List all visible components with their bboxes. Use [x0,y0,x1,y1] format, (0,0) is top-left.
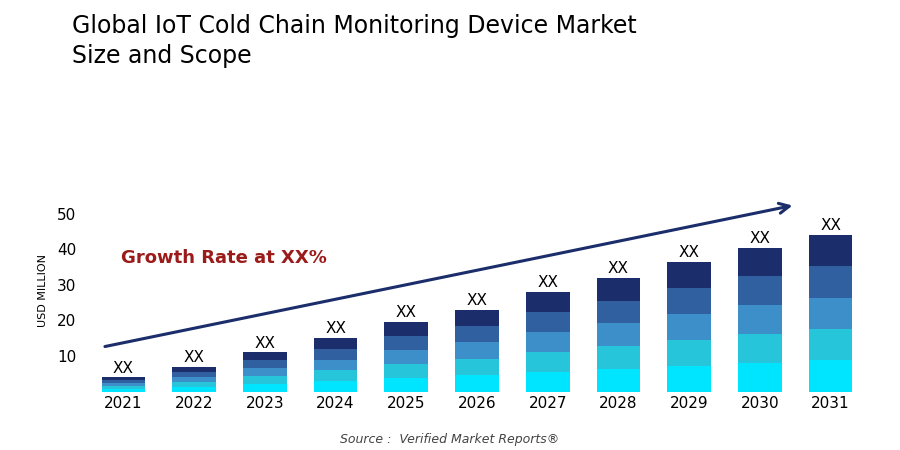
Bar [738,276,782,305]
Bar [455,310,499,326]
Text: Global IoT Cold Chain Monitoring Device Market
Size and Scope: Global IoT Cold Chain Monitoring Device … [72,14,637,68]
Bar [172,382,216,387]
Bar [313,360,357,370]
Bar [102,386,146,389]
Bar [597,369,641,392]
Text: XX: XX [466,293,488,308]
Text: XX: XX [750,231,770,246]
Bar [667,288,711,314]
Bar [526,312,570,332]
Bar [313,338,357,349]
Bar [384,378,428,392]
Bar [313,381,357,392]
Bar [526,372,570,392]
Bar [597,346,641,369]
Bar [526,292,570,312]
Bar [597,323,641,346]
Bar [243,352,287,360]
Bar [809,235,852,266]
Bar [313,370,357,381]
Bar [455,375,499,392]
Bar [243,384,287,392]
Bar [809,266,852,298]
Bar [597,278,641,301]
Bar [809,329,852,360]
Text: Source :  Verified Market Reports®: Source : Verified Market Reports® [340,432,560,446]
Bar [526,352,570,372]
Bar [738,334,782,363]
Bar [243,368,287,376]
Text: XX: XX [112,360,134,375]
Bar [809,360,852,392]
Bar [809,298,852,329]
Bar [102,383,146,386]
Text: XX: XX [184,350,204,365]
Text: XX: XX [608,261,629,276]
Bar [455,359,499,375]
Text: XX: XX [255,336,275,351]
Text: XX: XX [537,275,558,290]
Text: XX: XX [396,306,417,320]
Bar [526,332,570,352]
Bar [243,376,287,384]
Bar [667,340,711,365]
Bar [597,301,641,323]
Bar [384,364,428,378]
Text: XX: XX [679,245,699,260]
Bar [102,380,146,383]
Bar [738,363,782,392]
Bar [172,387,216,392]
Bar [172,367,216,372]
Bar [384,322,428,336]
Bar [243,360,287,368]
Bar [102,389,146,392]
Bar [738,248,782,276]
Bar [667,365,711,392]
Bar [667,314,711,340]
Text: Growth Rate at XX%: Growth Rate at XX% [121,249,327,267]
Y-axis label: USD MILLION: USD MILLION [39,254,49,327]
Bar [667,262,711,288]
Bar [455,342,499,359]
Bar [738,305,782,334]
Bar [313,349,357,360]
Bar [172,372,216,377]
Text: XX: XX [325,321,346,337]
Bar [102,377,146,380]
Bar [455,326,499,342]
Bar [384,350,428,364]
Bar [384,336,428,350]
Bar [172,377,216,382]
Text: XX: XX [820,218,842,234]
